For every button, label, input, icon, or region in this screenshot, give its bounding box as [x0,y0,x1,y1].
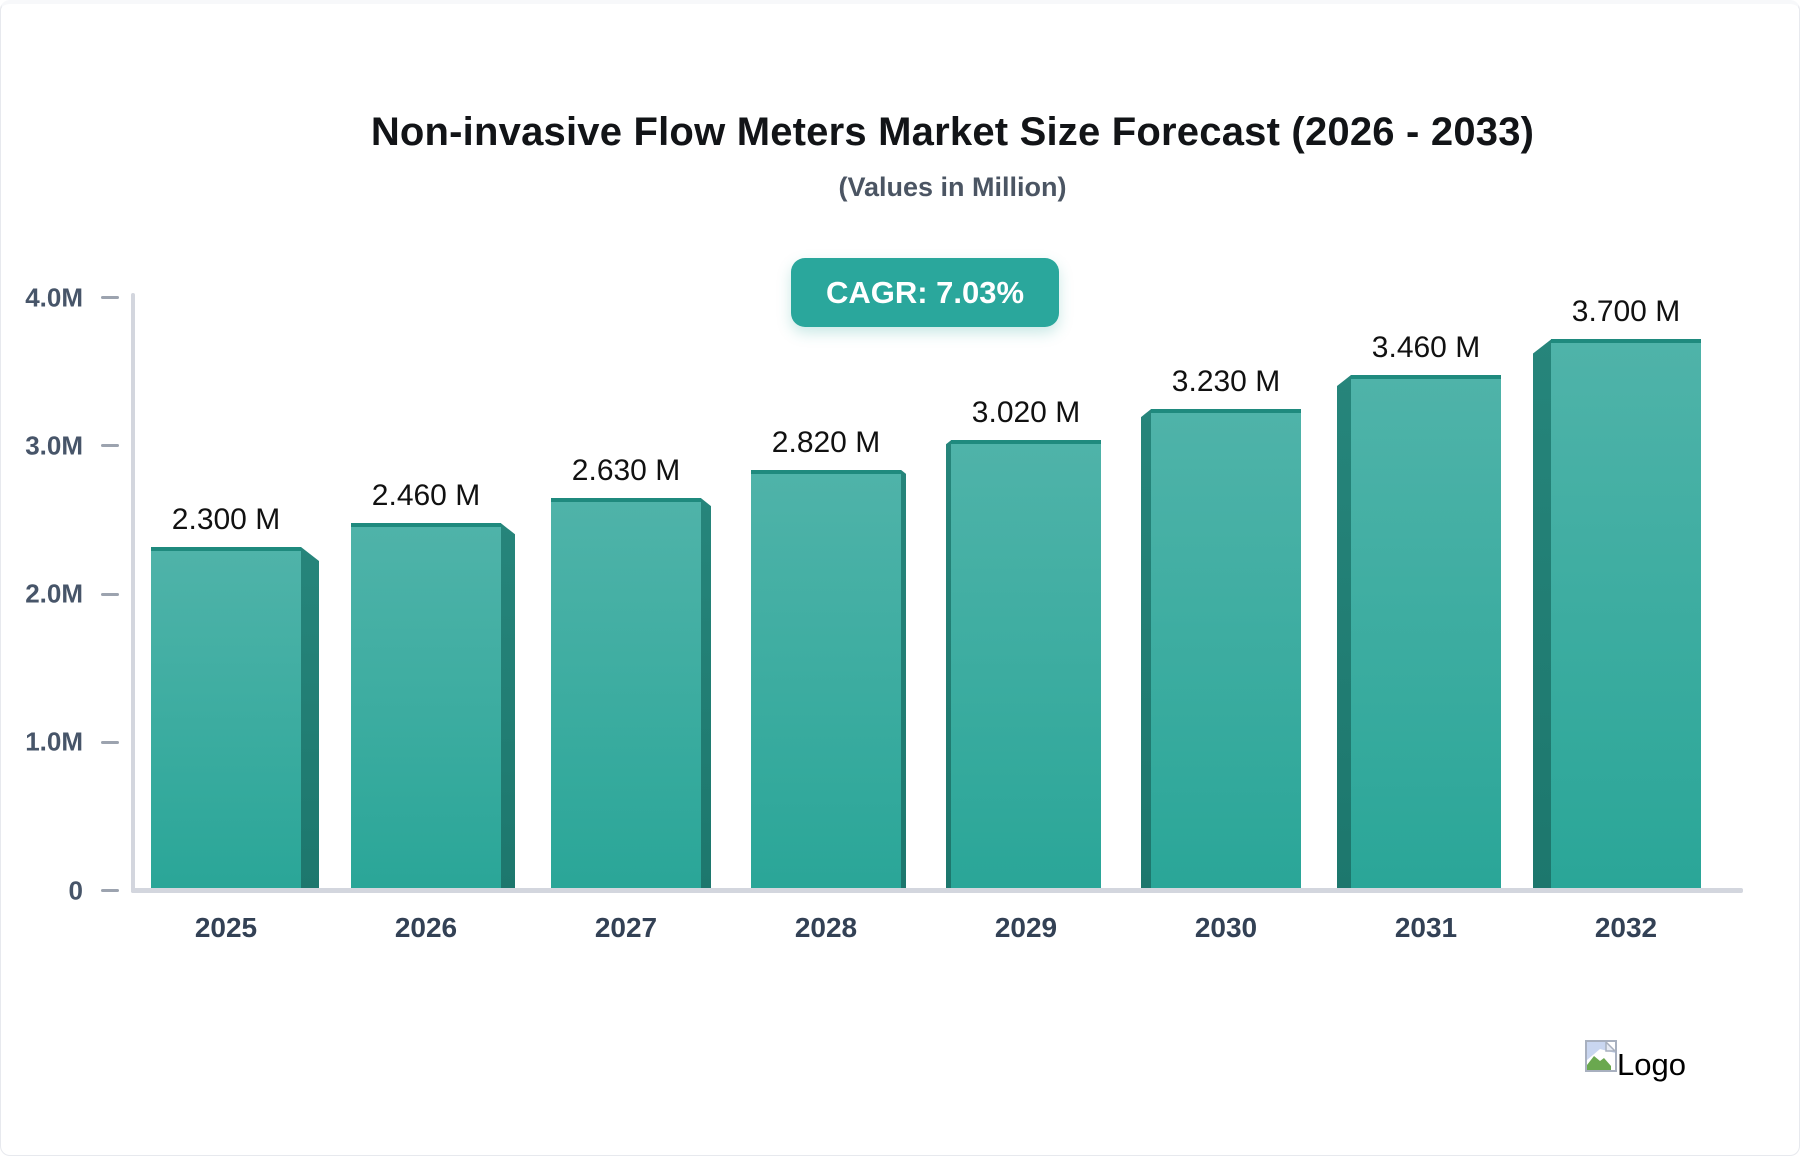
bar-3d-side [701,498,711,888]
y-axis-tick-label: 3.0M [25,430,83,461]
logo: Logo [1585,1040,1686,1082]
bar [751,469,901,888]
bar [951,440,1101,888]
bar [1551,339,1701,888]
y-axis-tick-label: 4.0M [25,282,83,312]
y-axis-tick-mark [101,444,119,448]
x-axis-label: 2026 [394,912,458,943]
y-axis-tick-label: 1.0M [25,726,83,757]
bar-value-label: 2.300 M [171,503,281,537]
bar-chart-plot-area: 4.0M 3.0M 2.0M 1.0M 0 2.300 M 2025 2.460 M 2026 2… [1,4,1800,1160]
x-axis-line [131,888,1743,893]
bar-value-label: 2.460 M [371,479,481,513]
x-axis-label: 2030 [1194,912,1258,943]
bar-3d-side [901,469,906,888]
x-axis-label: 2029 [994,912,1058,943]
bar-value-label: 3.700 M [1571,295,1681,329]
x-axis-label: 2027 [594,912,658,943]
bar-3d-side [946,440,951,888]
bar-3d-side [1141,409,1151,888]
bar [1151,409,1301,888]
y-axis-tick-label: 2.0M [25,578,83,609]
x-axis-label: 2025 [194,912,258,943]
y-axis-tick-mark [101,296,119,299]
y-axis-tick-mark [101,740,119,744]
y-axis-tick-mark [101,592,119,596]
x-axis-label: 2032 [1594,912,1658,943]
bar [551,498,701,888]
bar-value-label: 2.820 M [771,425,881,459]
y-axis-line [131,293,135,893]
broken-image-icon [1585,1040,1617,1077]
bar-value-label: 3.230 M [1171,365,1281,399]
bar [351,523,501,888]
y-axis-tick-label: 0 [68,875,83,905]
bar-value-label: 2.630 M [571,454,681,488]
x-axis-label: 2028 [794,912,858,943]
chart-title: Non-invasive Flow Meters Market Size For… [370,110,1535,154]
bar-3d-side [1533,339,1551,888]
bar-3d-side [301,547,319,888]
cagr-badge: CAGR: 7.03% [791,258,1059,327]
bar [1351,375,1501,888]
bar-3d-side [501,523,515,888]
bar-value-label: 3.020 M [971,396,1081,430]
x-axis-label: 2031 [1394,912,1458,943]
y-axis-tick-mark [101,889,119,892]
chart-subtitle: (Values in Million) [838,172,1067,202]
bar-3d-side [1337,375,1351,888]
bar-value-label: 3.460 M [1371,331,1481,365]
logo-alt-text: Logo [1617,1047,1686,1082]
bar [151,547,301,888]
